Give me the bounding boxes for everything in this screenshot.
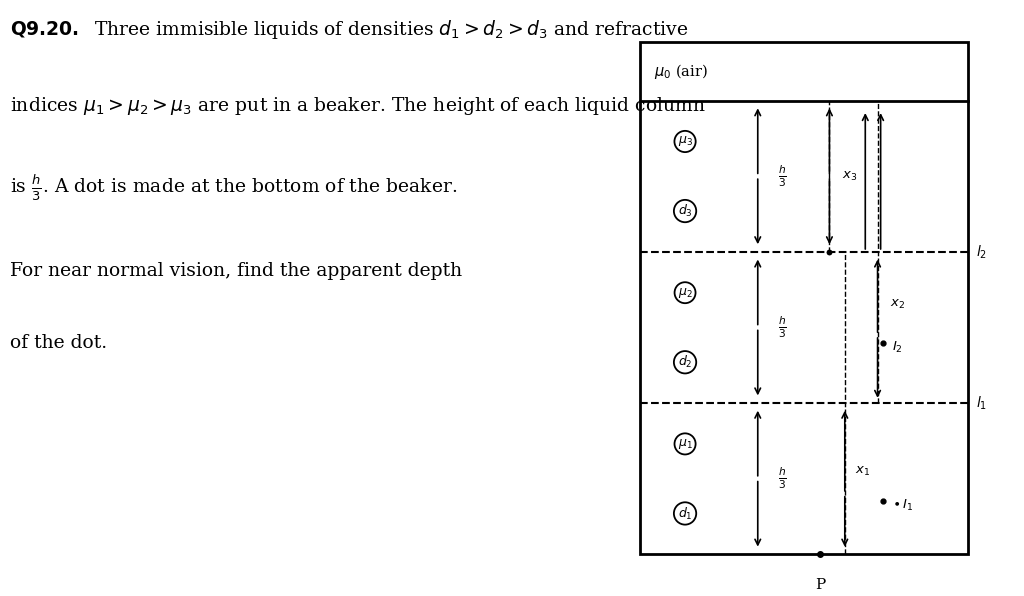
Text: $\mu_3$: $\mu_3$	[678, 135, 692, 148]
Text: $\frac{h}{3}$: $\frac{h}{3}$	[778, 315, 787, 340]
Text: $\mu_1$: $\mu_1$	[678, 437, 692, 451]
Text: $d_2$: $d_2$	[678, 354, 692, 370]
Text: $l_2$: $l_2$	[976, 243, 987, 260]
Text: $\frac{h}{3}$: $\frac{h}{3}$	[778, 163, 787, 189]
Text: $d_1$: $d_1$	[678, 505, 692, 522]
Text: is $\frac{h}{3}$. A dot is made at the bottom of the beaker.: is $\frac{h}{3}$. A dot is made at the b…	[10, 173, 458, 203]
Text: of the dot.: of the dot.	[10, 334, 108, 352]
Text: $\bullet\,I_1$: $\bullet\,I_1$	[892, 498, 913, 513]
Bar	[640, 42, 968, 554]
Text: P: P	[815, 578, 825, 592]
Text: indices $\mu_1>\mu_2>\mu_3$ are put in a beaker. The height of each liquid colum: indices $\mu_1>\mu_2>\mu_3$ are put in a…	[10, 95, 707, 117]
Text: $I_2$: $I_2$	[892, 340, 903, 355]
Text: $x_2$: $x_2$	[890, 298, 905, 311]
Text: $x_1$: $x_1$	[855, 464, 870, 477]
Text: $\mathbf{Q9.20.}$  Three immisible liquids of densities $d_1>d_2>d_3$ and refrac: $\mathbf{Q9.20.}$ Three immisible liquid…	[10, 18, 688, 41]
Text: For near normal vision, find the apparent depth: For near normal vision, find the apparen…	[10, 262, 463, 280]
Text: $d_3$: $d_3$	[678, 203, 692, 219]
Text: $l_1$: $l_1$	[976, 395, 987, 412]
Text: $\frac{h}{3}$: $\frac{h}{3}$	[778, 466, 787, 492]
Text: $\mu_0$ (air): $\mu_0$ (air)	[654, 62, 709, 80]
Text: $\mu_2$: $\mu_2$	[678, 285, 692, 300]
Text: $x_3$: $x_3$	[842, 170, 857, 183]
